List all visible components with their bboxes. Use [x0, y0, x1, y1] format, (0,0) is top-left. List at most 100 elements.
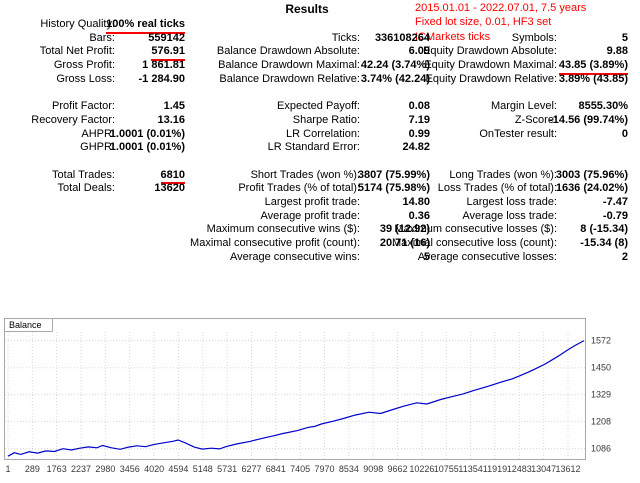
stat-label: Maximum consecutive wins ($):	[206, 223, 360, 236]
stat-row: Gross Profit: 1 861.81 Balance Drawdown Ma…	[0, 59, 640, 75]
stat-value: 8 (-15.34)	[580, 223, 628, 236]
stat-label: Average consecutive wins:	[229, 250, 360, 263]
statistics-grid: History Quality: 100% real ticks Bars: 5591…	[0, 18, 640, 264]
stat-value: 0.99	[408, 127, 430, 140]
stat-value: 336108264	[374, 31, 430, 44]
stat-label: Equity Drawdown Relative:	[425, 72, 557, 85]
stat-label: Sharpe Ratio:	[292, 113, 360, 126]
x-axis-label: 9662	[388, 464, 408, 474]
x-axis-label: 5148	[193, 464, 213, 474]
stat-value: 1 861.81	[142, 59, 185, 72]
stat-row: Total Trades: 6810 Short Trades (won %): 38…	[0, 168, 640, 185]
stat-label: OnTester result:	[479, 127, 557, 140]
stat-label: Recovery Factor:	[31, 113, 115, 126]
chart-y-axis-labels: 1086 1208 1329 1450 1572	[591, 336, 611, 454]
x-axis-label: 13612	[555, 464, 580, 474]
stat-row: Profit Factor: 1.45 Expected Payoff: 0.08 Ma…	[0, 100, 640, 114]
x-axis-label: 2980	[95, 464, 115, 474]
y-axis-label: 1450	[591, 363, 611, 373]
stat-label: Z-Score:	[514, 113, 557, 126]
stat-value: -7.47	[602, 195, 628, 208]
stat-value: 2	[621, 250, 628, 263]
stat-label: Average consecutive losses:	[417, 250, 557, 263]
stat-value-highlighted: 576.91	[151, 45, 185, 61]
stat-value: 1.45	[163, 100, 185, 113]
stat-label: Gross Loss:	[56, 72, 115, 85]
stat-value: 1636 (24.02%)	[555, 182, 628, 195]
stat-value: 559142	[148, 31, 185, 44]
stat-row: Largest profit trade: 14.80 Largest loss t…	[0, 196, 640, 210]
x-axis-label: 6277	[241, 464, 261, 474]
test-settings-note: Fixed lot size, 0.01, HF3 set	[415, 16, 552, 28]
y-axis-label: 1208	[591, 417, 611, 427]
stat-value: 9.88	[606, 45, 628, 58]
stat-row: Bars: 559142 Ticks: 336108264 Symbols: 5	[0, 32, 640, 46]
x-axis-label: 6841	[266, 464, 286, 474]
balance-chart: Balance 1086 1208 1329 1450 1572 1 289 1763 2237 2…	[0, 314, 640, 480]
stat-value: 8555.30%	[578, 100, 628, 113]
stat-row: History Quality: 100% real ticks	[0, 18, 640, 34]
stat-label: Maximal consecutive loss (count):	[391, 237, 557, 249]
stat-value: -14.56 (99.74%)	[549, 113, 628, 126]
balance-line	[7, 340, 585, 457]
x-axis-label: 2237	[71, 464, 91, 474]
stat-value: 39 (12.92)	[379, 223, 430, 236]
stat-row: GHPR: 1.0001 (0.01%) LR Standard Error: 24.…	[0, 141, 640, 155]
x-axis-label: 4594	[168, 464, 188, 474]
stat-value: 7.19	[408, 113, 430, 126]
stat-value: 42.24 (3.74%)	[360, 59, 430, 72]
stat-value: 5174 (75.98%)	[357, 182, 430, 195]
stat-label: Balance Drawdown Relative:	[219, 72, 360, 85]
x-axis-label: 8534	[339, 464, 359, 474]
stat-label: Profit Factor:	[52, 100, 115, 113]
chart-border	[4, 318, 586, 460]
stat-row: Recovery Factor: 13.16 Sharpe Ratio: 7.19 Z-…	[0, 114, 640, 128]
stat-value: 3.89% (43.85)	[558, 72, 628, 85]
stat-label: Equity Drawdown Maximal:	[424, 59, 557, 72]
stat-row: AHPR: 1.0001 (0.01%) LR Correlation: 0.99 On…	[0, 128, 640, 142]
stat-row: Average consecutive wins: 5 Average consec…	[0, 251, 640, 265]
stat-label: Total Net Profit:	[39, 45, 115, 58]
y-axis-label: 1329	[591, 390, 611, 400]
x-axis-label: 10226	[409, 464, 434, 474]
stat-value: 1.0001 (0.01%)	[109, 127, 185, 140]
stat-value: -15.34 (8)	[580, 237, 628, 249]
stat-label: Total Deals:	[57, 182, 115, 195]
stat-value: 3807 (75.99%)	[357, 168, 430, 181]
stat-label: Margin Level:	[490, 100, 557, 113]
stat-value: 13620	[154, 182, 185, 195]
stat-value: 3.74% (42.24)	[360, 72, 430, 85]
stat-label: GHPR:	[80, 141, 115, 154]
stat-value: -1 284.90	[138, 72, 185, 85]
stat-label: Balance Drawdown Maximal:	[218, 59, 360, 72]
stat-label: Loss Trades (% of total):	[437, 182, 557, 195]
tick-source-note: ICMarkets ticks	[415, 31, 491, 43]
stat-value: 5	[621, 31, 628, 44]
stat-label: Bars:	[89, 31, 115, 44]
stat-label: Total Trades:	[52, 168, 115, 181]
x-axis-label: 1763	[47, 464, 67, 474]
stat-label: History Quality:	[40, 18, 115, 30]
stat-value: 6.09	[408, 45, 430, 58]
stat-value: 1.0001 (0.01%)	[109, 141, 185, 154]
stat-label: LR Correlation:	[286, 127, 360, 140]
stat-label: Profit Trades (% of total):	[238, 182, 360, 195]
chart-gridlines	[5, 332, 585, 459]
chart-x-axis-labels: 1 289 1763 2237 2980 3456 4020 4594 5148 5731 6277…	[5, 464, 580, 474]
x-axis-label: 11354	[458, 464, 482, 474]
stat-row	[0, 86, 640, 100]
stat-label: LR Standard Error:	[267, 141, 360, 154]
stat-label: Maximum consecutive losses ($):	[394, 223, 557, 236]
x-axis-label: 10755	[434, 464, 459, 474]
stat-label: Maximal consecutive profit (count):	[190, 237, 360, 249]
x-axis-label: 13047	[531, 464, 556, 474]
stat-label: Symbols:	[511, 31, 557, 44]
stat-label: Balance Drawdown Absolute:	[216, 45, 360, 58]
stat-value: 0	[621, 127, 628, 140]
y-axis-label: 1572	[591, 336, 611, 346]
stat-label: Largest loss trade:	[466, 195, 558, 208]
stat-label: Long Trades (won %):	[449, 168, 557, 181]
stat-label: AHPR:	[81, 127, 115, 140]
